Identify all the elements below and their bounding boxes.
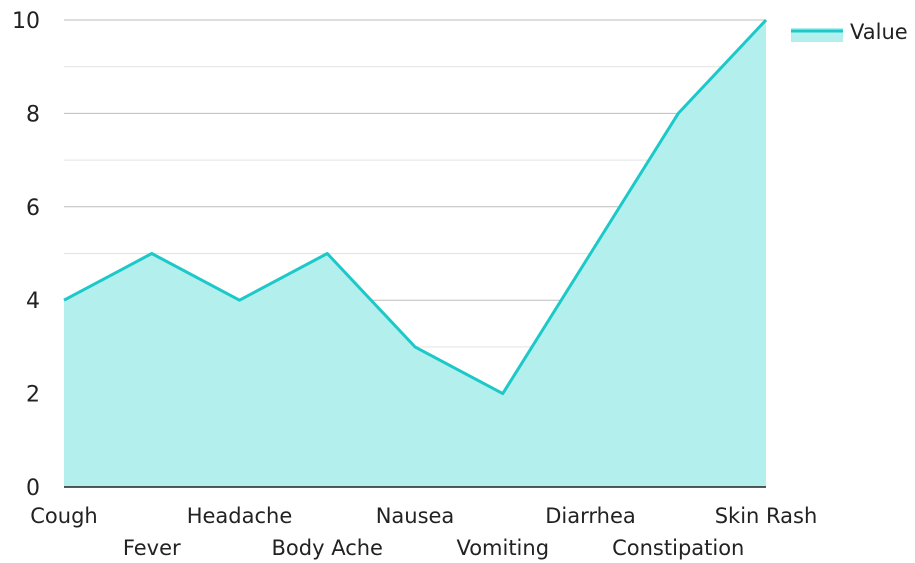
legend: Value	[791, 20, 908, 44]
x-tick-label: Nausea	[376, 504, 455, 528]
y-axis-tick-labels: 0 2 4 6 8 10	[12, 9, 40, 501]
x-tick-label: Diarrhea	[545, 504, 636, 528]
x-tick-label: Vomiting	[456, 536, 549, 560]
y-tick-label: 0	[26, 476, 40, 501]
legend-label: Value	[850, 20, 908, 44]
y-tick-label: 4	[26, 289, 40, 314]
x-tick-label: Skin Rash	[715, 504, 818, 528]
y-tick-label: 10	[12, 9, 40, 34]
series-line	[63, 18, 768, 396]
x-tick-label: Headache	[187, 504, 293, 528]
series-area-fill	[64, 20, 766, 487]
x-tick-label: Constipation	[612, 536, 744, 560]
x-tick-label: Fever	[123, 536, 181, 560]
y-tick-label: 8	[26, 102, 40, 127]
y-tick-label: 6	[26, 196, 40, 221]
x-tick-label: Body Ache	[272, 536, 383, 560]
y-tick-label: 2	[26, 383, 40, 408]
x-tick-label: Cough	[30, 504, 97, 528]
